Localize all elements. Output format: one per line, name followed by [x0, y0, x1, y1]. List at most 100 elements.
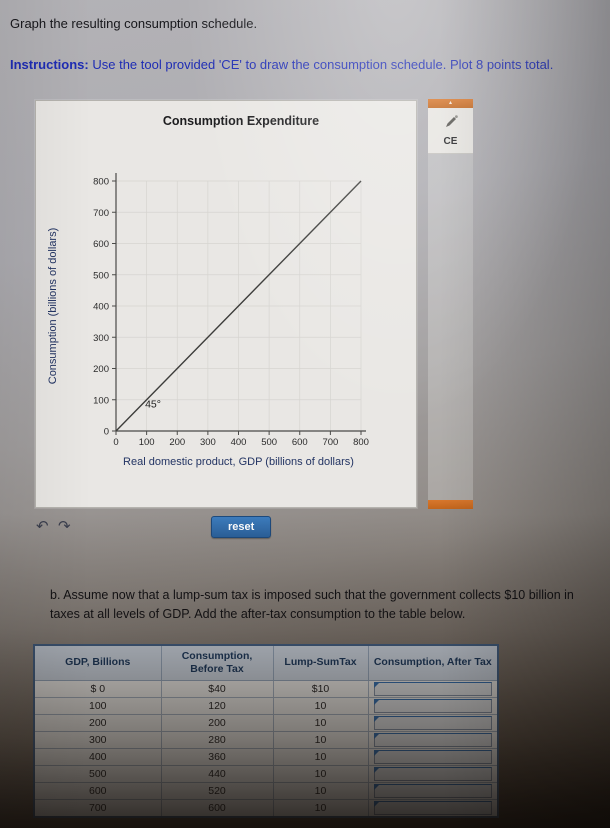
chart-canvas[interactable]: 0 100 200 300 400 500 600 700 800 0 100 200 300 400 50…: [36, 145, 418, 490]
answer-box: [373, 716, 492, 730]
table-row: 500 440 10: [33, 765, 499, 783]
svg-text:700: 700: [322, 437, 338, 448]
ce-tool-button[interactable]: CE: [428, 108, 473, 154]
instructions-label: Instructions:: [10, 57, 89, 72]
table-header-row: GDP, Billions Consumption, Before Tax Lu…: [33, 644, 499, 681]
after-tax-cell: [367, 799, 499, 818]
answer-box: [373, 733, 492, 747]
tax-cell: 10: [272, 697, 369, 715]
before-tax-cell: 200: [160, 714, 274, 732]
after-tax-input[interactable]: [374, 717, 491, 729]
redo-button[interactable]: ↷: [58, 518, 71, 535]
answer-box: [373, 682, 492, 696]
answer-box: [373, 801, 492, 815]
after-tax-input[interactable]: [374, 768, 491, 780]
reset-button[interactable]: reset: [211, 516, 272, 538]
after-tax-cell: [367, 765, 499, 783]
after-tax-input[interactable]: [374, 700, 491, 712]
svg-text:800: 800: [353, 437, 369, 448]
svg-text:300: 300: [93, 333, 109, 344]
consumption-table: GDP, Billions Consumption, Before Tax Lu…: [33, 644, 499, 818]
answer-box: [373, 699, 492, 713]
table-row: $ 0 $40 $10: [33, 680, 499, 698]
before-tax-cell: $40: [160, 680, 274, 698]
tool-scroll-down[interactable]: [428, 500, 473, 509]
after-tax-input[interactable]: [374, 802, 491, 814]
svg-text:600: 600: [292, 437, 308, 448]
gdp-cell: 400: [33, 748, 162, 766]
gdp-cell: 100: [33, 697, 162, 715]
column-header-before-tax: Consumption, Before Tax: [160, 644, 274, 681]
svg-text:800: 800: [93, 177, 109, 188]
gdp-cell: $ 0: [33, 680, 162, 698]
column-header-after-tax: Consumption, After Tax: [367, 644, 499, 681]
undo-button[interactable]: ↶: [36, 518, 49, 535]
column-header-gdp: GDP, Billions: [33, 644, 162, 681]
tool-panel: ▴ CE: [428, 99, 473, 509]
after-tax-input[interactable]: [374, 751, 491, 763]
ce-tool-label: CE: [443, 136, 458, 147]
tax-cell: $10: [272, 680, 369, 698]
after-tax-input[interactable]: [374, 785, 491, 797]
table-row: 400 360 10: [33, 748, 499, 766]
table-row: 200 200 10: [33, 714, 499, 732]
after-tax-cell: [367, 731, 499, 749]
tax-cell: 10: [272, 765, 369, 783]
before-tax-cell: 520: [160, 782, 274, 800]
tool-scroll-up[interactable]: ▴: [428, 99, 473, 108]
pencil-icon: [443, 114, 459, 135]
svg-text:200: 200: [93, 364, 109, 375]
after-tax-cell: [367, 782, 499, 800]
gdp-cell: 600: [33, 782, 162, 800]
after-tax-cell: [367, 714, 499, 732]
svg-text:400: 400: [93, 302, 109, 313]
before-tax-cell: 440: [160, 765, 274, 783]
svg-text:200: 200: [169, 437, 185, 448]
svg-text:300: 300: [200, 437, 216, 448]
answer-box: [373, 750, 492, 764]
svg-text:45°: 45°: [145, 399, 161, 411]
svg-text:500: 500: [261, 437, 277, 448]
tax-cell: 10: [272, 731, 369, 749]
tax-cell: 10: [272, 748, 369, 766]
tax-cell: 10: [272, 782, 369, 800]
part-b-text: b. Assume now that a lump-sum tax is imp…: [50, 588, 574, 621]
svg-text:0: 0: [104, 427, 109, 438]
svg-text:500: 500: [93, 270, 109, 281]
tax-cell: 10: [272, 799, 369, 818]
instructions-text: Use the tool provided 'CE' to draw the c…: [92, 57, 554, 72]
gdp-cell: 500: [33, 765, 162, 783]
tax-cell: 10: [272, 714, 369, 732]
svg-text:0: 0: [113, 437, 118, 448]
before-tax-cell: 120: [160, 697, 274, 715]
svg-text:Consumption (billions of dolla: Consumption (billions of dollars): [47, 228, 59, 385]
svg-text:100: 100: [93, 395, 109, 406]
svg-text:100: 100: [139, 437, 155, 448]
table-row: 700 600 10: [33, 799, 499, 818]
gdp-cell: 700: [33, 799, 162, 818]
svg-text:Real domestic product, GDP (bi: Real domestic product, GDP (billions of …: [123, 456, 354, 468]
column-header-lump-sum-tax: Lump-SumTax: [272, 644, 369, 681]
gdp-cell: 200: [33, 714, 162, 732]
table-row: 100 120 10: [33, 697, 499, 715]
after-tax-input[interactable]: [374, 683, 491, 695]
after-tax-cell: [367, 680, 499, 698]
chart-panel: Consumption Expenditure 0 100 200 300 400 500…: [35, 100, 417, 508]
instructions: Instructions: Use the tool provided 'CE'…: [10, 55, 606, 75]
question-prompt: Graph the resulting consumption schedule…: [10, 16, 258, 31]
gdp-cell: 300: [33, 731, 162, 749]
before-tax-cell: 360: [160, 748, 274, 766]
chart-title: Consumption Expenditure: [162, 114, 320, 128]
svg-text:600: 600: [93, 239, 109, 250]
after-tax-input[interactable]: [374, 734, 491, 746]
before-tax-cell: 600: [160, 799, 274, 818]
svg-text:700: 700: [93, 208, 109, 219]
table-row: 600 520 10: [33, 782, 499, 800]
table-row: 300 280 10: [33, 731, 499, 749]
after-tax-cell: [367, 748, 499, 766]
before-tax-cell: 280: [160, 731, 274, 749]
after-tax-cell: [367, 697, 499, 715]
answer-box: [373, 767, 492, 781]
answer-box: [373, 784, 492, 798]
